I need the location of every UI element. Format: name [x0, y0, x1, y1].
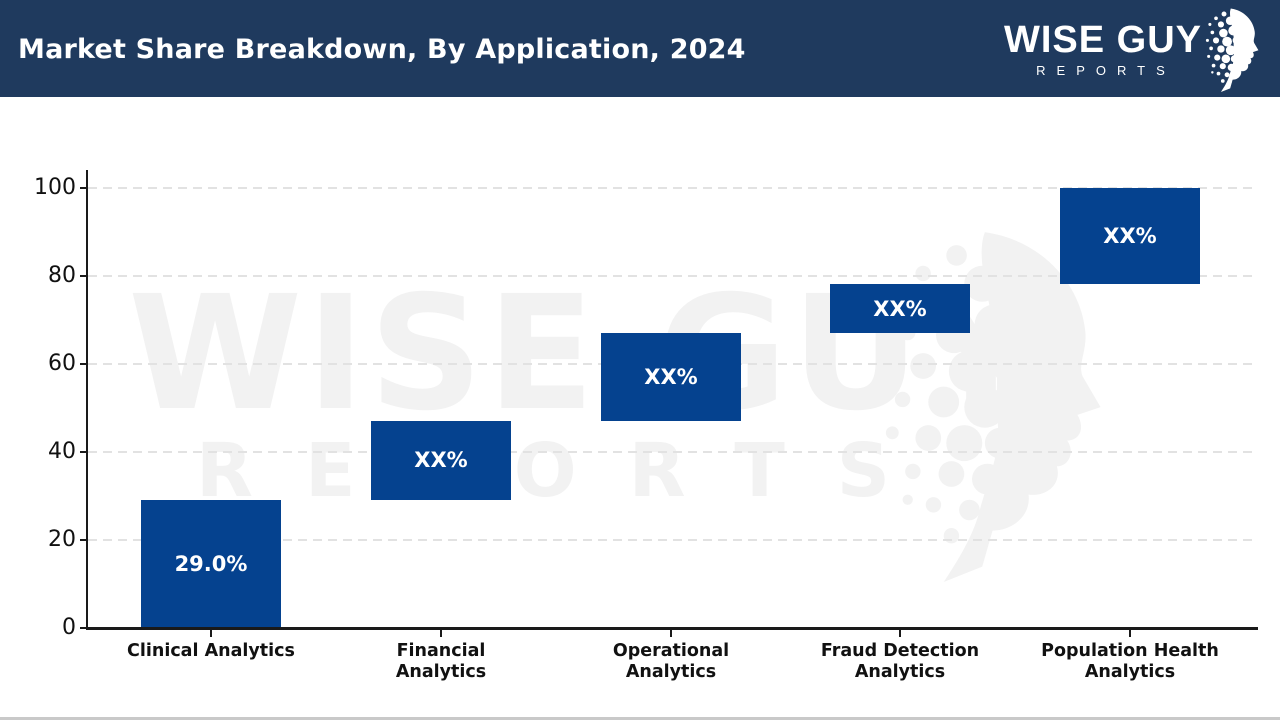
x-tick-label: Clinical Analytics	[127, 640, 295, 661]
bar-segment	[141, 499, 281, 628]
bar-value-label: XX%	[1103, 223, 1157, 248]
x-tick-mark	[670, 628, 672, 637]
bar-value-label: XX%	[873, 296, 927, 321]
logo-sub-text: REPORTS	[1036, 63, 1176, 78]
y-tick-label: 100	[34, 174, 76, 200]
bar-segment	[1060, 187, 1200, 285]
x-tick-label: Population Health Analytics	[1041, 640, 1219, 682]
x-tick-mark	[440, 628, 442, 637]
x-axis-line	[86, 626, 1258, 630]
x-tick-label: Fraud Detection Analytics	[820, 640, 980, 682]
bar-value-label: XX%	[414, 448, 468, 473]
y-tick-mark	[80, 186, 88, 189]
bar-value-label: 29.0%	[174, 551, 248, 576]
y-gridline	[88, 274, 1258, 277]
y-tick-label: 0	[62, 614, 76, 640]
logo-name-text: WISE GUY	[1003, 19, 1202, 61]
y-axis-line	[86, 170, 88, 630]
x-tick-label: Financial Analytics	[395, 640, 487, 682]
bar-segment	[371, 420, 511, 500]
x-tick-mark	[899, 628, 901, 637]
bar-value-label: XX%	[644, 364, 698, 389]
y-tick-mark	[80, 274, 88, 277]
x-tick-mark	[210, 628, 212, 637]
wise-guy-reports-logo: WISE GUY REPORTS	[1004, 6, 1272, 92]
y-tick-mark	[80, 450, 88, 453]
y-tick-mark	[80, 626, 88, 629]
x-tick-label: Operational Analytics	[612, 640, 730, 682]
y-tick-label: 20	[48, 526, 76, 552]
y-tick-label: 40	[48, 438, 76, 464]
header-bar: Market Share Breakdown, By Application, …	[0, 0, 1280, 97]
y-gridline	[88, 538, 1258, 541]
watermark-subtext: REPORTS	[196, 428, 943, 514]
y-gridline	[88, 450, 1258, 453]
y-tick-label: 80	[48, 262, 76, 288]
y-tick-label: 60	[48, 350, 76, 376]
y-tick-mark	[80, 362, 88, 365]
bar-segment	[830, 284, 970, 333]
y-tick-mark	[80, 538, 88, 541]
page-title: Market Share Breakdown, By Application, …	[18, 34, 746, 65]
y-gridline	[88, 186, 1258, 189]
bar-segment	[601, 332, 741, 421]
x-tick-mark	[1129, 628, 1131, 637]
